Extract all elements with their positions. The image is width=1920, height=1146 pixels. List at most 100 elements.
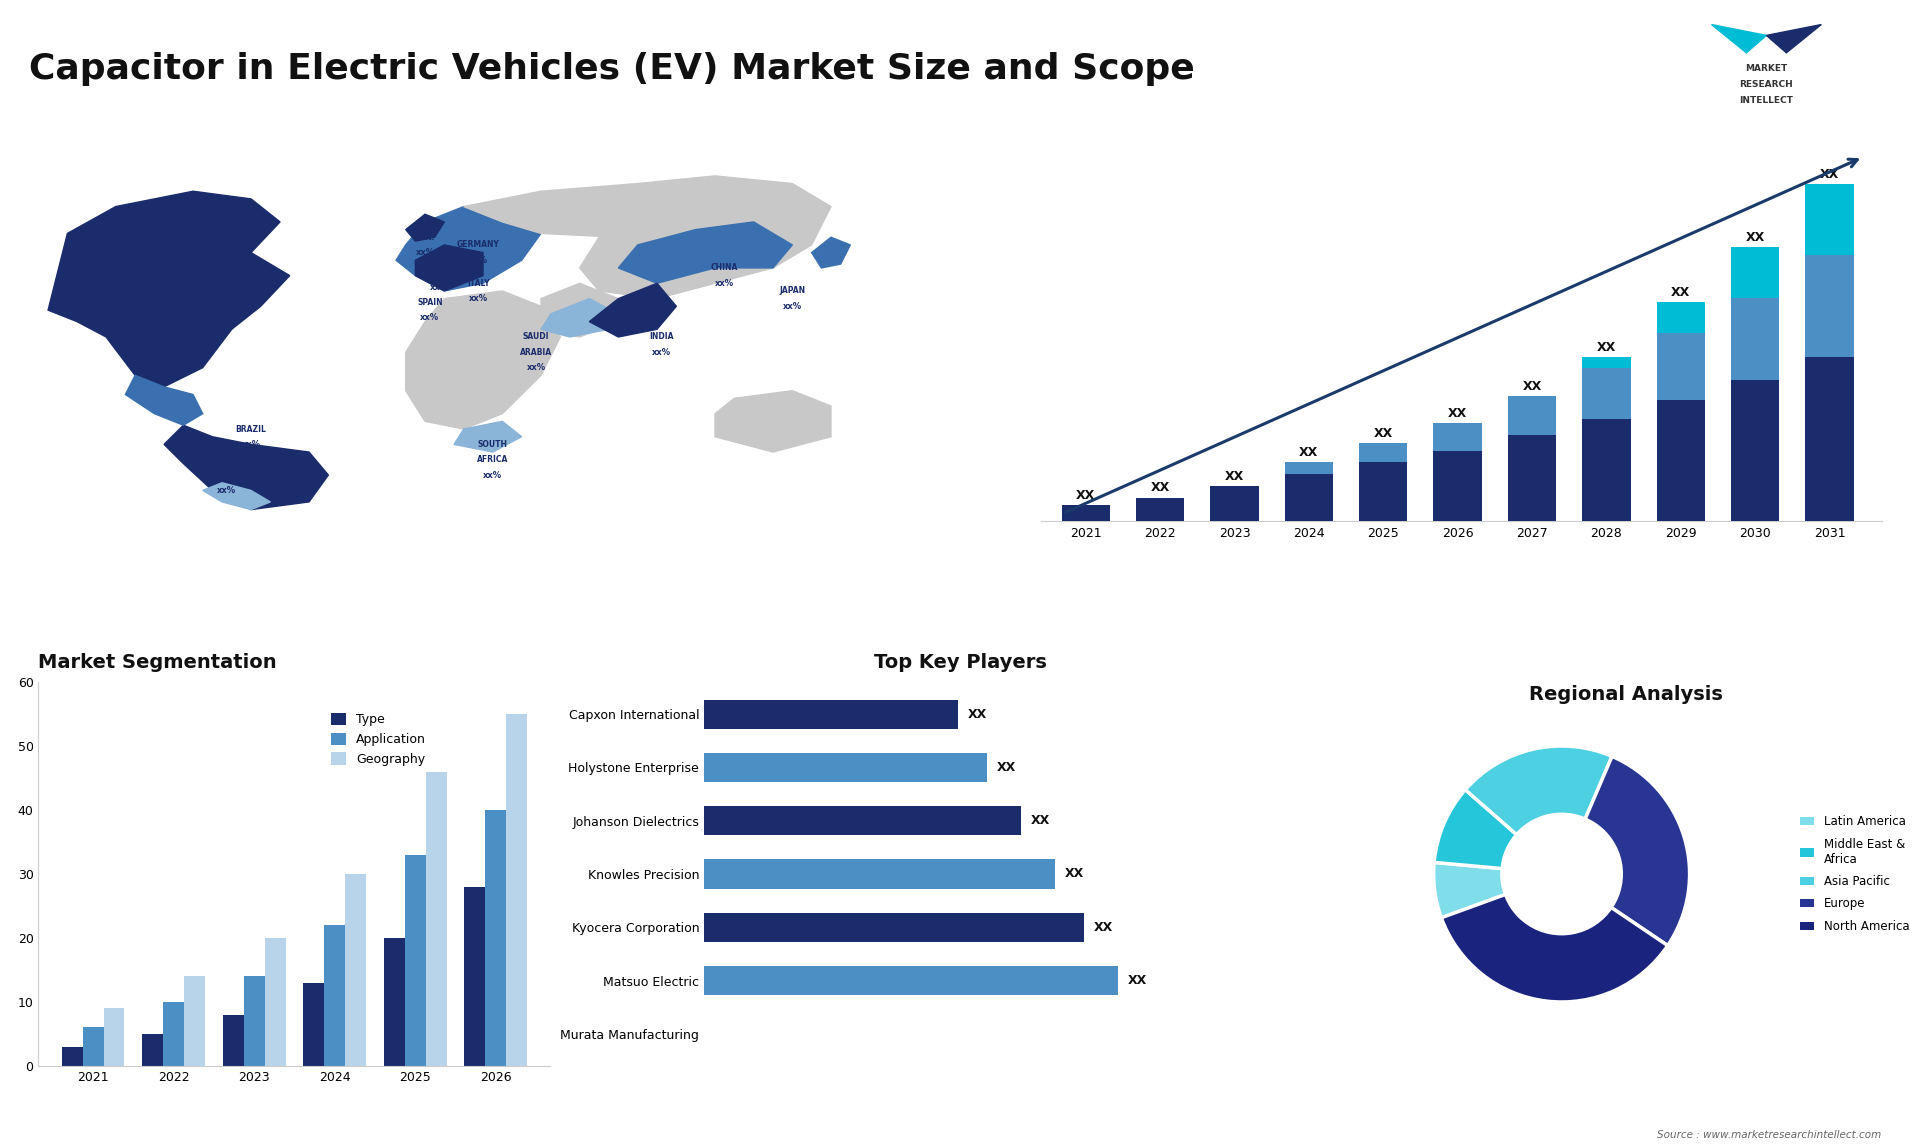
Bar bbox=[223, 1014, 244, 1066]
Text: U.S.: U.S. bbox=[125, 295, 144, 304]
Text: AFRICA: AFRICA bbox=[476, 455, 509, 464]
Text: Source : www.marketresearchintellect.com: Source : www.marketresearchintellect.com bbox=[1657, 1130, 1882, 1140]
Text: XX: XX bbox=[1373, 426, 1392, 440]
Text: XX: XX bbox=[1075, 489, 1096, 502]
Bar bbox=[384, 937, 405, 1066]
Text: xx%: xx% bbox=[526, 363, 545, 372]
Bar bbox=[705, 860, 1056, 888]
Bar bbox=[265, 937, 286, 1066]
Bar bbox=[486, 810, 507, 1066]
Bar bbox=[303, 982, 324, 1066]
Bar bbox=[61, 1046, 83, 1066]
Text: RESEARCH: RESEARCH bbox=[1740, 80, 1793, 89]
Text: Capacitor in Electric Vehicles (EV) Market Size and Scope: Capacitor in Electric Vehicles (EV) Mark… bbox=[29, 52, 1194, 86]
Bar bbox=[1582, 369, 1630, 419]
Polygon shape bbox=[541, 299, 618, 337]
Text: SOUTH: SOUTH bbox=[478, 440, 507, 449]
Text: XX: XX bbox=[1597, 340, 1617, 354]
Text: xx%: xx% bbox=[714, 278, 733, 288]
Polygon shape bbox=[589, 283, 676, 337]
Bar bbox=[244, 976, 265, 1066]
Text: U.K.: U.K. bbox=[415, 233, 434, 242]
Text: xx%: xx% bbox=[468, 256, 488, 265]
Bar bbox=[1210, 486, 1260, 521]
Bar bbox=[1732, 298, 1780, 380]
Bar bbox=[1507, 435, 1557, 521]
Text: XX: XX bbox=[1150, 481, 1169, 494]
Bar bbox=[1062, 505, 1110, 521]
Bar bbox=[1657, 400, 1705, 521]
Text: CANADA: CANADA bbox=[146, 241, 182, 250]
Text: xx%: xx% bbox=[468, 295, 488, 304]
Bar bbox=[705, 912, 1085, 942]
Polygon shape bbox=[541, 283, 618, 337]
Polygon shape bbox=[163, 425, 328, 510]
Wedge shape bbox=[1561, 756, 1690, 945]
Bar bbox=[1284, 474, 1332, 521]
Bar bbox=[426, 771, 447, 1066]
Title: Top Key Players: Top Key Players bbox=[874, 653, 1046, 673]
Polygon shape bbox=[415, 245, 484, 291]
Polygon shape bbox=[405, 291, 561, 429]
Bar bbox=[324, 925, 346, 1066]
Text: SAUDI: SAUDI bbox=[522, 332, 549, 342]
Text: XX: XX bbox=[1820, 168, 1839, 181]
Bar bbox=[1582, 419, 1630, 521]
Bar bbox=[465, 887, 486, 1066]
Polygon shape bbox=[465, 183, 793, 237]
Bar bbox=[104, 1008, 125, 1066]
Text: XX: XX bbox=[1670, 285, 1690, 299]
Text: INTELLECT: INTELLECT bbox=[1740, 96, 1793, 105]
Polygon shape bbox=[714, 391, 831, 452]
Text: ARGENTINA: ARGENTINA bbox=[202, 471, 252, 479]
Bar bbox=[184, 976, 205, 1066]
Text: INDIA: INDIA bbox=[649, 332, 674, 342]
Text: XX: XX bbox=[1745, 231, 1764, 244]
Text: XX: XX bbox=[1523, 379, 1542, 393]
Legend: Type, Application, Geography: Type, Application, Geography bbox=[326, 707, 432, 771]
Text: XX: XX bbox=[1129, 974, 1148, 987]
Bar bbox=[1657, 301, 1705, 333]
Bar bbox=[705, 966, 1119, 995]
Bar bbox=[1359, 442, 1407, 462]
Circle shape bbox=[1500, 813, 1622, 935]
Polygon shape bbox=[812, 237, 851, 268]
Text: MARKET: MARKET bbox=[1745, 63, 1788, 72]
Bar bbox=[705, 806, 1021, 835]
Wedge shape bbox=[1442, 874, 1668, 1002]
Wedge shape bbox=[1465, 746, 1613, 874]
Bar bbox=[1805, 185, 1853, 254]
Polygon shape bbox=[405, 214, 444, 241]
Bar bbox=[1507, 395, 1557, 435]
Polygon shape bbox=[48, 191, 290, 387]
Text: xx%: xx% bbox=[430, 283, 449, 291]
Polygon shape bbox=[618, 222, 793, 283]
Bar bbox=[1137, 497, 1185, 521]
Text: Market Segmentation: Market Segmentation bbox=[38, 653, 276, 673]
Text: XX: XX bbox=[968, 708, 987, 721]
Text: XX: XX bbox=[1031, 814, 1050, 827]
Polygon shape bbox=[1711, 24, 1766, 53]
Text: XX: XX bbox=[996, 761, 1016, 774]
FancyBboxPatch shape bbox=[1634, 8, 1899, 124]
Text: ARABIA: ARABIA bbox=[520, 348, 553, 356]
Text: XX: XX bbox=[1300, 446, 1319, 460]
Bar bbox=[142, 1034, 163, 1066]
Text: CHINA: CHINA bbox=[710, 264, 739, 273]
Bar bbox=[507, 714, 528, 1066]
Bar bbox=[705, 753, 987, 782]
Text: BRAZIL: BRAZIL bbox=[236, 424, 267, 433]
Bar bbox=[1732, 248, 1780, 298]
Polygon shape bbox=[125, 376, 204, 425]
Text: xx%: xx% bbox=[415, 248, 434, 257]
Text: XX: XX bbox=[1225, 470, 1244, 482]
Polygon shape bbox=[204, 482, 271, 510]
Bar bbox=[1732, 380, 1780, 521]
Text: xx%: xx% bbox=[653, 348, 672, 356]
Polygon shape bbox=[580, 175, 831, 299]
Bar bbox=[83, 1028, 104, 1066]
Bar bbox=[163, 1002, 184, 1066]
Bar bbox=[405, 855, 426, 1066]
Title: Regional Analysis: Regional Analysis bbox=[1528, 685, 1722, 704]
Polygon shape bbox=[396, 206, 541, 291]
